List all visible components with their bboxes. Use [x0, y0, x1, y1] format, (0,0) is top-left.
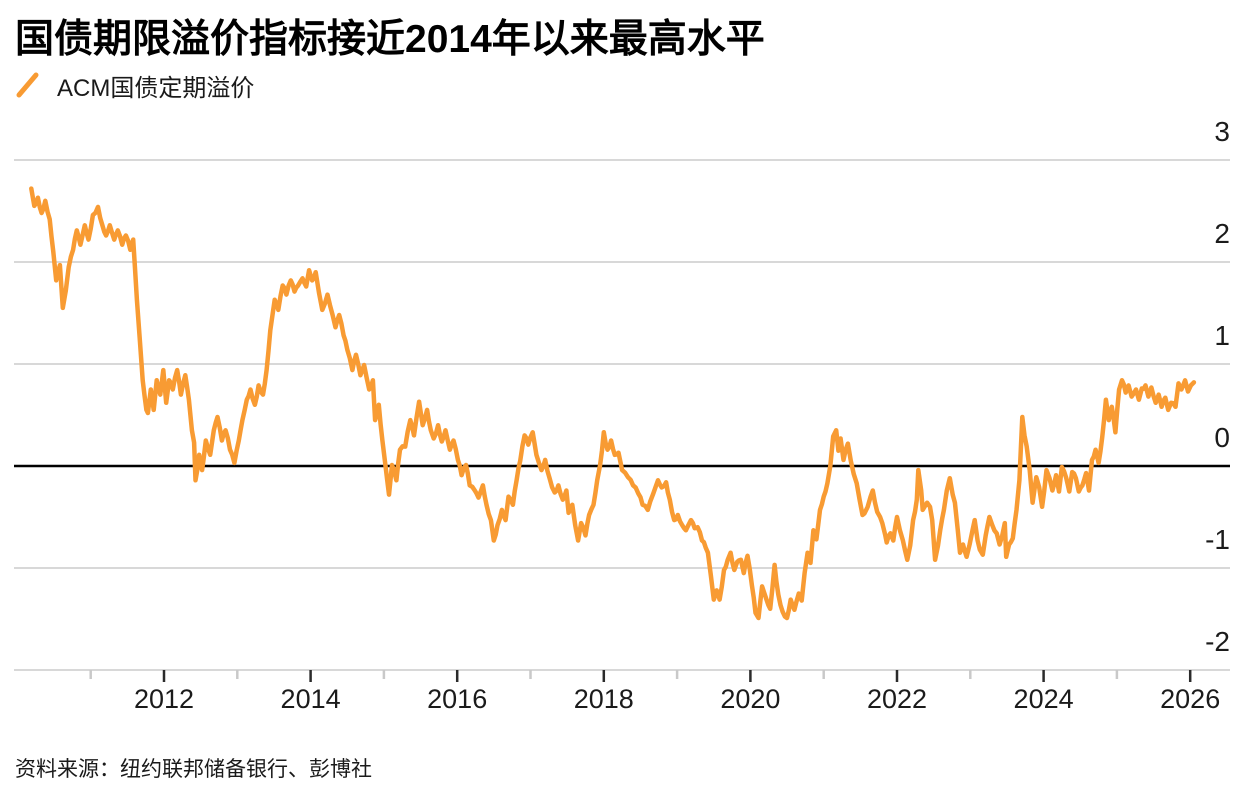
series-line: [29, 186, 1197, 621]
source-note: 资料来源：纽约联邦储备银行、彭博社: [15, 758, 372, 781]
x-axis-label: 2026: [1160, 684, 1221, 714]
y-axis-label: 3: [1214, 116, 1230, 147]
x-axis-label: 2012: [133, 684, 195, 714]
y-axis-label: 1: [1214, 320, 1230, 351]
y-axis-label: 0: [1214, 422, 1230, 453]
x-axis-label: 2022: [866, 684, 928, 714]
x-axis-label: 2016: [427, 684, 488, 714]
x-axis-label: 2018: [573, 684, 634, 714]
x-axis-label: 2024: [1013, 684, 1074, 714]
chart-title: 国债期限溢价指标接近2014年以来最高水平: [15, 18, 765, 61]
x-axis-label: 2020: [720, 684, 781, 714]
gridlines: [14, 159, 1230, 671]
x-axis-label: 2014: [280, 684, 341, 714]
legend: ACM国债定期溢价: [14, 70, 255, 102]
y-axis-label: -2: [1205, 626, 1230, 657]
legend-series-label: ACM国债定期溢价: [57, 74, 255, 102]
y-axis-label: 2: [1214, 218, 1230, 249]
x-axis-ticks: [89, 670, 1192, 682]
y-axis-label: -1: [1205, 524, 1230, 555]
legend-line-swatch-icon: [14, 71, 42, 99]
